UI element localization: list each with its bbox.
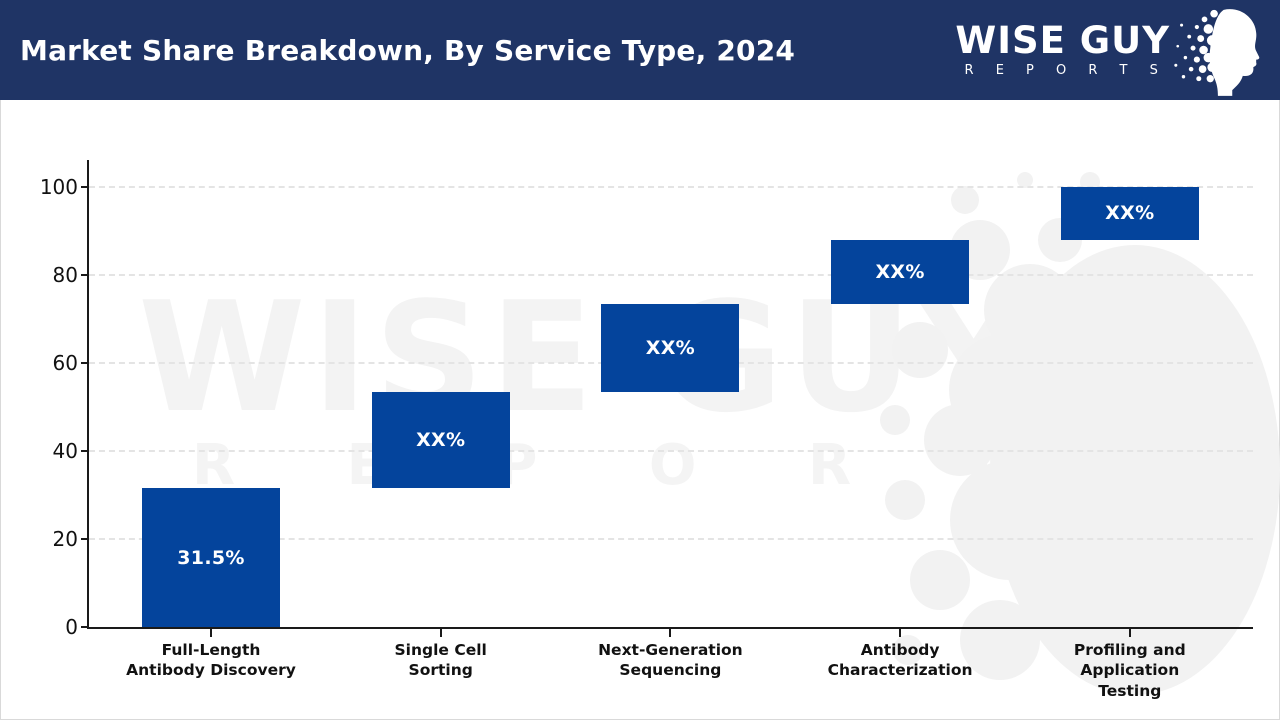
category-label: Profiling and Application Testing — [1073, 641, 1186, 700]
logo-subtext: R E P O R T S — [964, 63, 1167, 78]
y-axis-tick-label: 0 — [65, 615, 78, 639]
x-axis-tick — [899, 629, 902, 637]
y-axis-tick — [81, 450, 89, 452]
logo-text: WISE GUY R E P O R T S — [955, 22, 1170, 78]
x-axis-tick — [1128, 629, 1131, 637]
y-axis-tick — [81, 274, 89, 276]
gridline — [89, 450, 1253, 452]
waterfall-bar: 31.5% — [142, 488, 280, 627]
x-axis-tick — [439, 629, 442, 637]
logo-wordmark: WISE GUY — [955, 19, 1170, 62]
y-axis-tick-label: 40 — [52, 439, 78, 463]
gridline — [89, 186, 1253, 188]
waterfall-bar: XX% — [601, 303, 740, 392]
y-axis-tick-label: 60 — [52, 351, 78, 375]
page-title: Market Share Breakdown, By Service Type,… — [20, 33, 796, 67]
y-axis-tick — [81, 538, 89, 540]
y-axis-tick-label: 20 — [52, 527, 78, 551]
waterfall-bar: XX% — [371, 391, 510, 489]
watermark-wordmark: WISE GUY — [138, 269, 1035, 446]
waterfall-bar: XX% — [831, 239, 970, 304]
bar-value-label: XX% — [875, 260, 925, 283]
wise-guy-logo: WISE GUY R E P O R T S — [955, 4, 1260, 96]
waterfall-bar: XX% — [1060, 187, 1199, 240]
y-axis-tick — [81, 186, 89, 188]
category-label: Antibody Characterization — [827, 641, 973, 680]
bar-value-label: 31.5% — [177, 546, 245, 569]
bar-value-label: XX% — [1105, 202, 1155, 225]
y-axis-tick — [81, 362, 89, 364]
gridline — [89, 538, 1253, 540]
category-label: Next-Generation Sequencing — [598, 641, 743, 680]
x-axis-tick — [210, 629, 212, 637]
y-axis-tick-label: 100 — [39, 175, 78, 199]
x-axis-line — [87, 627, 1253, 629]
header-bar: Market Share Breakdown, By Service Type,… — [0, 0, 1280, 100]
gridline — [89, 274, 1253, 276]
logo-head-icon — [1174, 9, 1260, 96]
category-label: Single Cell Sorting — [394, 641, 487, 680]
y-axis-tick-label: 80 — [52, 263, 78, 287]
y-axis-line — [87, 160, 89, 629]
x-axis-tick — [669, 629, 672, 637]
y-axis-tick — [81, 626, 89, 628]
bar-value-label: XX% — [416, 428, 466, 451]
category-label: Full-Length Antibody Discovery — [126, 641, 296, 680]
bar-value-label: XX% — [645, 336, 696, 359]
